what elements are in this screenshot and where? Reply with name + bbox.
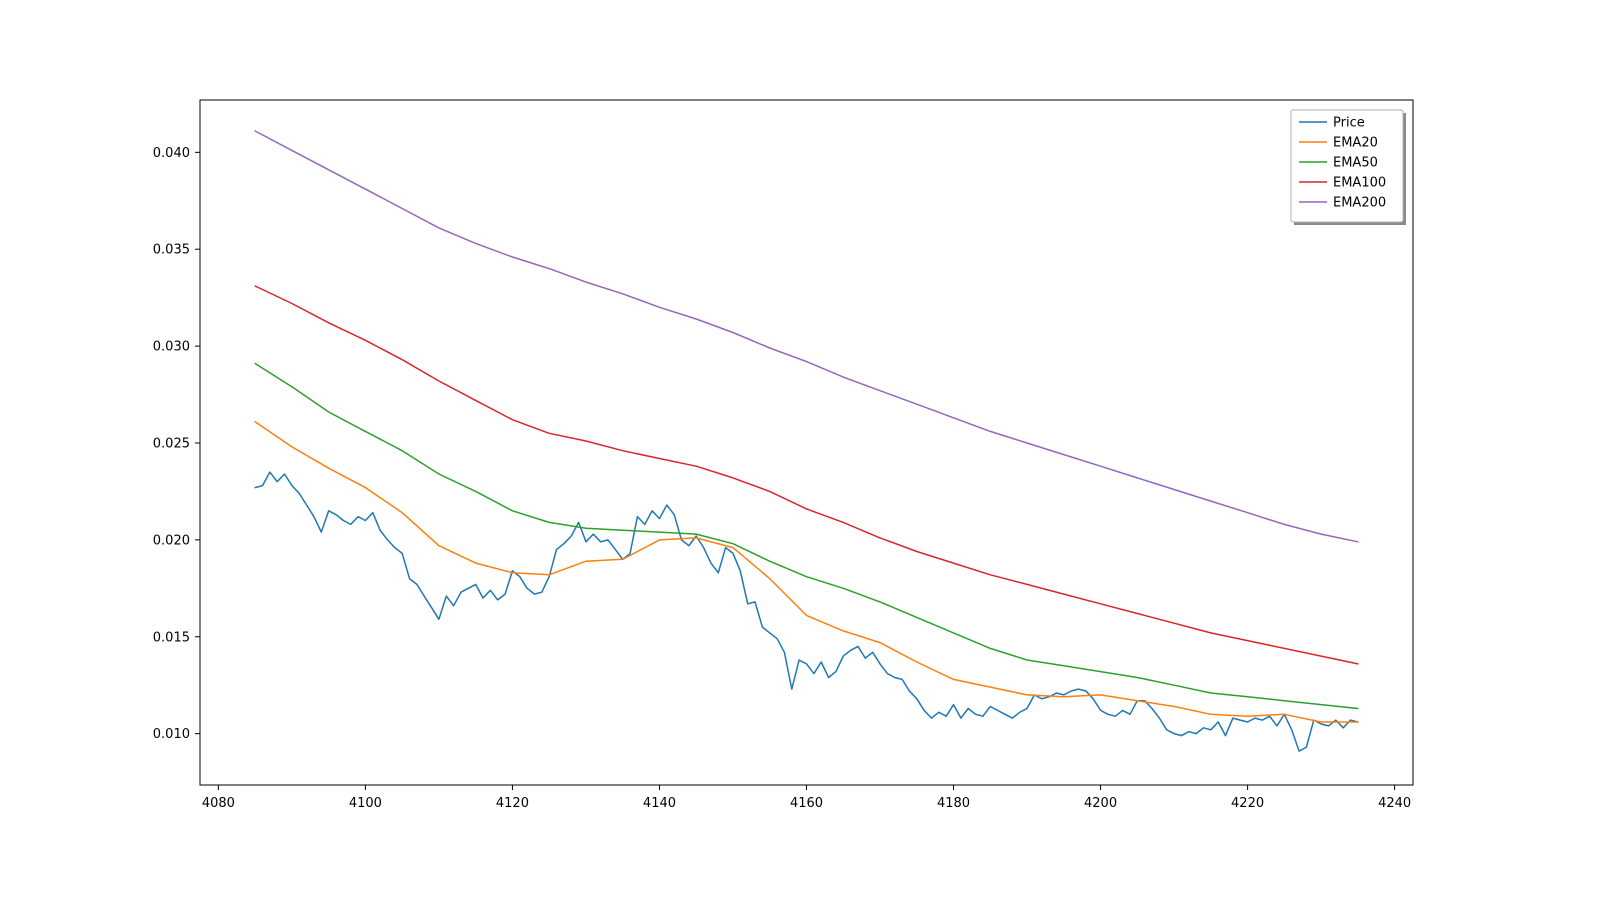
plot-frame [199,99,1414,786]
legend-frame [1290,109,1404,223]
x-axis-tick-label: 4140 [643,796,676,811]
legend-item-price: Price [1299,116,1365,131]
y-axis-tick-label: 0.035 [153,243,190,258]
legend-label: Price [1333,116,1365,131]
series-line-ema200 [254,130,1359,543]
x-axis-tick-label: 4080 [202,796,235,811]
series-line-ema50 [254,362,1359,710]
legend-item-ema200: EMA200 [1299,196,1386,211]
chart-legend: Price EMA20 EMA50 EMA100 EMA200 [1290,109,1406,225]
x-axis-tick-label: 4200 [1084,796,1117,811]
x-axis-tick-label: 4220 [1231,796,1264,811]
legend-label: EMA20 [1333,136,1378,151]
legend-item-ema50: EMA50 [1299,156,1378,171]
legend-label: EMA100 [1333,176,1386,191]
legend-item-ema20: EMA20 [1299,136,1378,151]
x-axis-tick-label: 4240 [1378,796,1411,811]
y-axis-tick-label: 0.010 [153,727,190,742]
y-axis-tick-label: 0.020 [153,533,190,548]
legend-label: EMA50 [1333,156,1378,171]
series-line-ema100 [254,285,1359,665]
x-axis-tick-label: 4160 [790,796,823,811]
legend-label: EMA200 [1333,196,1386,211]
series-line-ema20 [254,420,1359,723]
x-axis-tick-label: 4100 [349,796,382,811]
y-axis-tick-label: 0.015 [153,630,190,645]
y-axis-tick-label: 0.030 [153,340,190,355]
y-axis-tick-label: 0.040 [153,146,190,161]
x-axis-tick-label: 4120 [496,796,529,811]
series-line-price [254,471,1359,752]
y-axis-tick-label: 0.025 [153,436,190,451]
x-axis-tick-label: 4180 [937,796,970,811]
legend-item-ema100: EMA100 [1299,176,1386,191]
